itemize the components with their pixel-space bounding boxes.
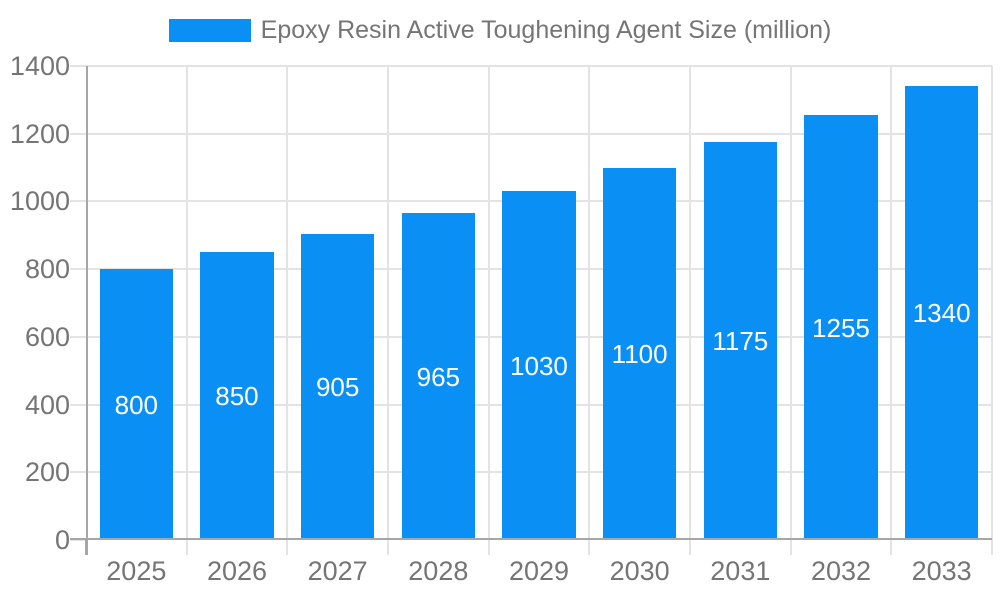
vertical-gridline [286, 66, 289, 540]
y-axis-tick [70, 268, 86, 271]
plot-area: 800 850 905 965 1030 1100 1175 1255 1340 [70, 65, 993, 555]
y-axis-tick-label: 600 [24, 321, 70, 352]
x-axis-tick [689, 540, 691, 555]
bar-value-label: 1255 [812, 312, 870, 343]
bar-cell: 1255 [791, 66, 892, 540]
x-axis-tick [487, 540, 490, 555]
bar-2026[interactable]: 850 [200, 252, 274, 540]
x-axis-tick [387, 540, 389, 555]
bar-2032[interactable]: 1255 [804, 115, 878, 540]
bar-cell: 1340 [891, 66, 992, 540]
x-axis-tick-label: 2032 [810, 556, 872, 586]
y-axis-tick-label: 200 [24, 457, 70, 488]
x-axis-tick-label: 2025 [106, 556, 167, 586]
legend-swatch-icon [168, 19, 251, 42]
x-axis-tick [286, 540, 289, 555]
y-axis-tick [70, 65, 86, 67]
bar-cell: 1100 [589, 66, 690, 540]
bar-value-label: 1100 [611, 338, 668, 369]
x-axis-tick [588, 540, 591, 555]
y-axis-tick [70, 335, 86, 338]
x-axis-line [70, 538, 992, 540]
vertical-gridline [588, 66, 591, 540]
x-axis-tick [890, 540, 893, 555]
x-axis-tick-label: 2033 [911, 556, 972, 586]
vertical-gridline [487, 66, 490, 540]
x-axis-tick-label: 2028 [408, 556, 469, 586]
bar-cell: 905 [287, 66, 388, 540]
vertical-gridline [789, 66, 792, 540]
x-axis-tick-label: 2029 [508, 556, 570, 586]
y-axis-tick-label: 0 [54, 525, 70, 555]
legend-label: Epoxy Resin Active Toughening Agent Size… [260, 16, 832, 44]
y-axis-line [86, 66, 88, 555]
bar-2033[interactable]: 1340 [904, 86, 979, 540]
x-axis-tick [185, 540, 188, 555]
y-axis-tick-label: 400 [24, 389, 70, 420]
y-axis-tick [70, 471, 86, 474]
vertical-gridline [387, 66, 389, 540]
bar-cell: 800 [86, 66, 187, 540]
bar-value-label: 1175 [712, 326, 769, 357]
bar-value-label: 1030 [510, 350, 568, 381]
bar-2028[interactable]: 965 [401, 213, 476, 540]
x-axis-tick [789, 540, 792, 555]
x-axis-tick [991, 540, 993, 555]
y-axis-tick [70, 200, 86, 203]
bar-cell: 850 [187, 66, 288, 540]
bar-value-label: 800 [114, 389, 158, 420]
x-axis-tick-label: 2026 [206, 556, 268, 586]
y-axis-tick-label: 1200 [9, 118, 70, 149]
bar-value-label: 1340 [912, 298, 971, 329]
bar-2027[interactable]: 905 [300, 233, 375, 540]
vertical-gridline [890, 66, 893, 540]
y-axis-tick [70, 132, 86, 135]
x-axis-tick-label: 2030 [609, 556, 670, 586]
bar-2031[interactable]: 1175 [703, 142, 778, 540]
legend[interactable]: Epoxy Resin Active Toughening Agent Size… [0, 16, 1000, 45]
bar-value-label: 850 [215, 381, 259, 412]
bar-value-label: 965 [416, 361, 460, 392]
bar-2029[interactable]: 1030 [502, 191, 576, 540]
bar-2030[interactable]: 1100 [602, 167, 677, 540]
y-axis-tick-label: 1400 [9, 51, 70, 81]
y-axis-tick [70, 539, 86, 541]
horizontal-gridline [86, 65, 992, 67]
bar-cell: 965 [388, 66, 489, 540]
bar-value-label: 905 [315, 371, 360, 402]
bar-cell: 1030 [489, 66, 590, 540]
y-axis-tick-label: 800 [24, 254, 70, 285]
horizontal-gridline [86, 132, 992, 135]
x-axis-tick-label: 2031 [710, 556, 771, 586]
bar-cell: 1175 [690, 66, 791, 540]
y-axis-tick-label: 1000 [9, 186, 70, 217]
vertical-gridline [991, 66, 993, 540]
x-axis-tick-label: 2027 [307, 556, 368, 586]
y-axis-tick [70, 403, 86, 406]
bar-2025[interactable]: 800 [99, 269, 174, 540]
vertical-gridline [185, 66, 188, 540]
vertical-gridline [689, 66, 691, 540]
